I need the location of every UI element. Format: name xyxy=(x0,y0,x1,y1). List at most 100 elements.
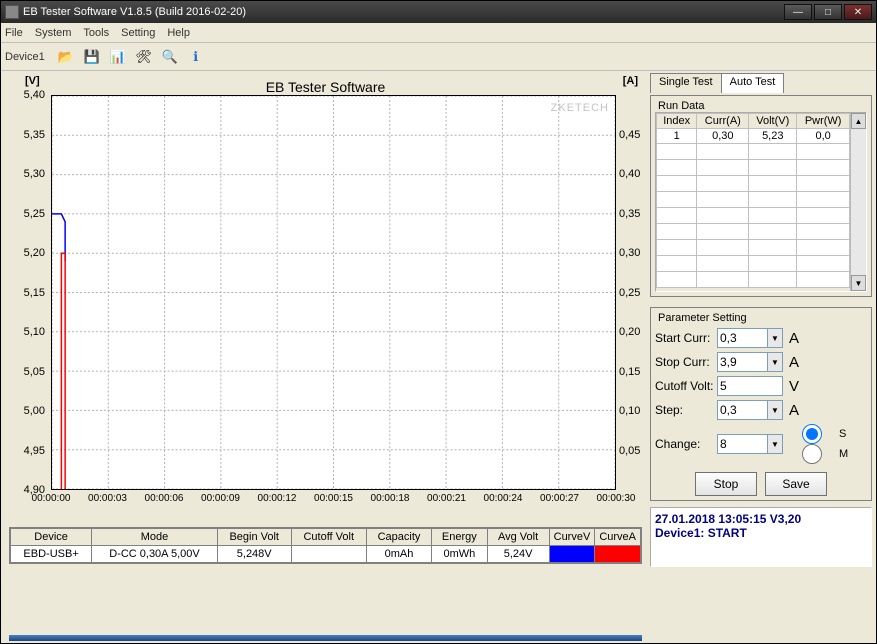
chevron-down-icon[interactable]: ▼ xyxy=(767,352,783,372)
start-curr-unit: A xyxy=(789,330,799,347)
y-right-tick: 0,40 xyxy=(619,168,640,180)
cell-avg-volt: 5,24V xyxy=(487,546,549,563)
minimize-button[interactable]: — xyxy=(784,4,812,20)
menu-setting[interactable]: Setting xyxy=(121,27,155,39)
stop-curr-input[interactable] xyxy=(717,352,767,372)
start-curr-label: Start Curr: xyxy=(655,331,717,345)
y-right-tick: 0,35 xyxy=(619,208,640,220)
y-left-tick: 5,40 xyxy=(15,89,45,101)
window-title: EB Tester Software V1.8.5 (Build 2016-02… xyxy=(23,6,246,18)
menu-system[interactable]: System xyxy=(35,27,72,39)
titlebar[interactable]: EB Tester Software V1.8.5 (Build 2016-02… xyxy=(1,1,876,23)
chevron-down-icon[interactable]: ▼ xyxy=(767,400,783,420)
x-tick: 00:00:27 xyxy=(540,493,579,504)
y-left-tick: 5,30 xyxy=(15,168,45,180)
tab-single-test[interactable]: Single Test xyxy=(650,73,722,93)
x-tick: 00:00:06 xyxy=(145,493,184,504)
run-data-title: Run Data xyxy=(655,100,707,112)
y-right-tick: 0,05 xyxy=(619,445,640,457)
info-icon[interactable]: ℹ xyxy=(185,46,207,68)
open-icon[interactable]: 📂 xyxy=(55,46,77,68)
x-tick: 00:00:12 xyxy=(258,493,297,504)
y-left-tick: 5,35 xyxy=(15,129,45,141)
save-button[interactable]: Save xyxy=(765,472,827,496)
device-label: Device1 xyxy=(5,51,45,63)
radio-m[interactable]: M xyxy=(787,444,848,464)
y-right-tick: 0,30 xyxy=(619,247,640,259)
step-label: Step: xyxy=(655,403,717,417)
cutoff-volt-label: Cutoff Volt: xyxy=(655,379,717,393)
y-right-tick: 0,45 xyxy=(619,129,640,141)
scroll-up-icon[interactable]: ▲ xyxy=(851,113,866,129)
cell-curve-a xyxy=(595,546,641,563)
y-right-tick: 0,10 xyxy=(619,405,640,417)
app-window: EB Tester Software V1.8.5 (Build 2016-02… xyxy=(0,0,877,644)
run-header: Volt(V) xyxy=(749,114,797,129)
run-data-scrollbar[interactable]: ▲ ▼ xyxy=(850,113,866,291)
run-header: Index xyxy=(657,114,697,129)
menu-tools[interactable]: Tools xyxy=(83,27,109,39)
x-tick: 00:00:00 xyxy=(32,493,71,504)
chart-icon[interactable]: 📊 xyxy=(107,46,129,68)
y-left-tick: 5,00 xyxy=(15,405,45,417)
y-right-tick: 0,25 xyxy=(619,287,640,299)
cell-device: EBD-USB+ xyxy=(11,546,92,563)
menu-file[interactable]: File xyxy=(5,27,23,39)
close-button[interactable]: ✕ xyxy=(844,4,872,20)
table-row xyxy=(657,240,850,256)
tabs: Single Test Auto Test xyxy=(650,73,872,93)
cell-mode: D-CC 0,30A 5,00V xyxy=(92,546,218,563)
summary-header: Begin Volt xyxy=(217,529,291,546)
summary-header: CurveA xyxy=(595,529,641,546)
x-tick: 00:00:15 xyxy=(314,493,353,504)
cell-capacity: 0mAh xyxy=(366,546,431,563)
table-row xyxy=(657,176,850,192)
y-right-label: [A] xyxy=(623,75,638,87)
radio-s-input[interactable] xyxy=(787,424,837,444)
summary-table: DeviceModeBegin VoltCutoff VoltCapacityE… xyxy=(9,527,642,564)
stop-curr-label: Stop Curr: xyxy=(655,355,717,369)
step-input[interactable] xyxy=(717,400,767,420)
chart-plot[interactable]: ZKETECH xyxy=(51,95,616,490)
summary-header: Device xyxy=(11,529,92,546)
chevron-down-icon[interactable]: ▼ xyxy=(767,434,783,454)
chart-title: EB Tester Software xyxy=(266,79,386,95)
change-input[interactable] xyxy=(717,434,767,454)
summary-header: CurveV xyxy=(549,529,595,546)
watermark: ZKETECH xyxy=(551,102,609,114)
save-icon[interactable]: 💾 xyxy=(81,46,103,68)
scroll-down-icon[interactable]: ▼ xyxy=(851,275,866,291)
y-left-tick: 5,25 xyxy=(15,208,45,220)
x-tick: 00:00:30 xyxy=(597,493,636,504)
app-icon xyxy=(5,5,19,19)
run-header: Pwr(W) xyxy=(797,114,850,129)
table-row xyxy=(657,208,850,224)
chevron-down-icon[interactable]: ▼ xyxy=(767,328,783,348)
radio-s[interactable]: S xyxy=(787,424,848,444)
cutoff-volt-input[interactable] xyxy=(717,376,783,396)
table-row xyxy=(657,256,850,272)
table-row xyxy=(657,144,850,160)
start-curr-input[interactable] xyxy=(717,328,767,348)
radio-m-input[interactable] xyxy=(787,444,837,464)
zoom-icon[interactable]: 🔍 xyxy=(159,46,181,68)
chart: [V] [A] EB Tester Software ZKETECH 5,405… xyxy=(9,73,642,525)
y-left-tick: 5,15 xyxy=(15,287,45,299)
toolbar: Device1 📂 💾 📊 🛠 🔍 ℹ xyxy=(1,43,876,71)
log-line-1: 27.01.2018 13:05:15 V3,20 xyxy=(655,512,867,526)
tools-icon[interactable]: 🛠 xyxy=(133,46,155,68)
tab-auto-test[interactable]: Auto Test xyxy=(721,73,785,93)
table-row xyxy=(657,160,850,176)
menu-help[interactable]: Help xyxy=(167,27,190,39)
cell-curve-v xyxy=(549,546,595,563)
maximize-button[interactable]: □ xyxy=(814,4,842,20)
table-row xyxy=(657,192,850,208)
table-row[interactable]: 10,305,230,0 xyxy=(657,129,850,144)
log-line-2: Device1: START xyxy=(655,526,867,540)
stop-button[interactable]: Stop xyxy=(695,472,757,496)
x-tick: 00:00:03 xyxy=(88,493,127,504)
status-strip xyxy=(9,635,642,641)
summary-header: Cutoff Volt xyxy=(291,529,366,546)
step-unit: A xyxy=(789,402,799,419)
cell-energy: 0mWh xyxy=(432,546,487,563)
